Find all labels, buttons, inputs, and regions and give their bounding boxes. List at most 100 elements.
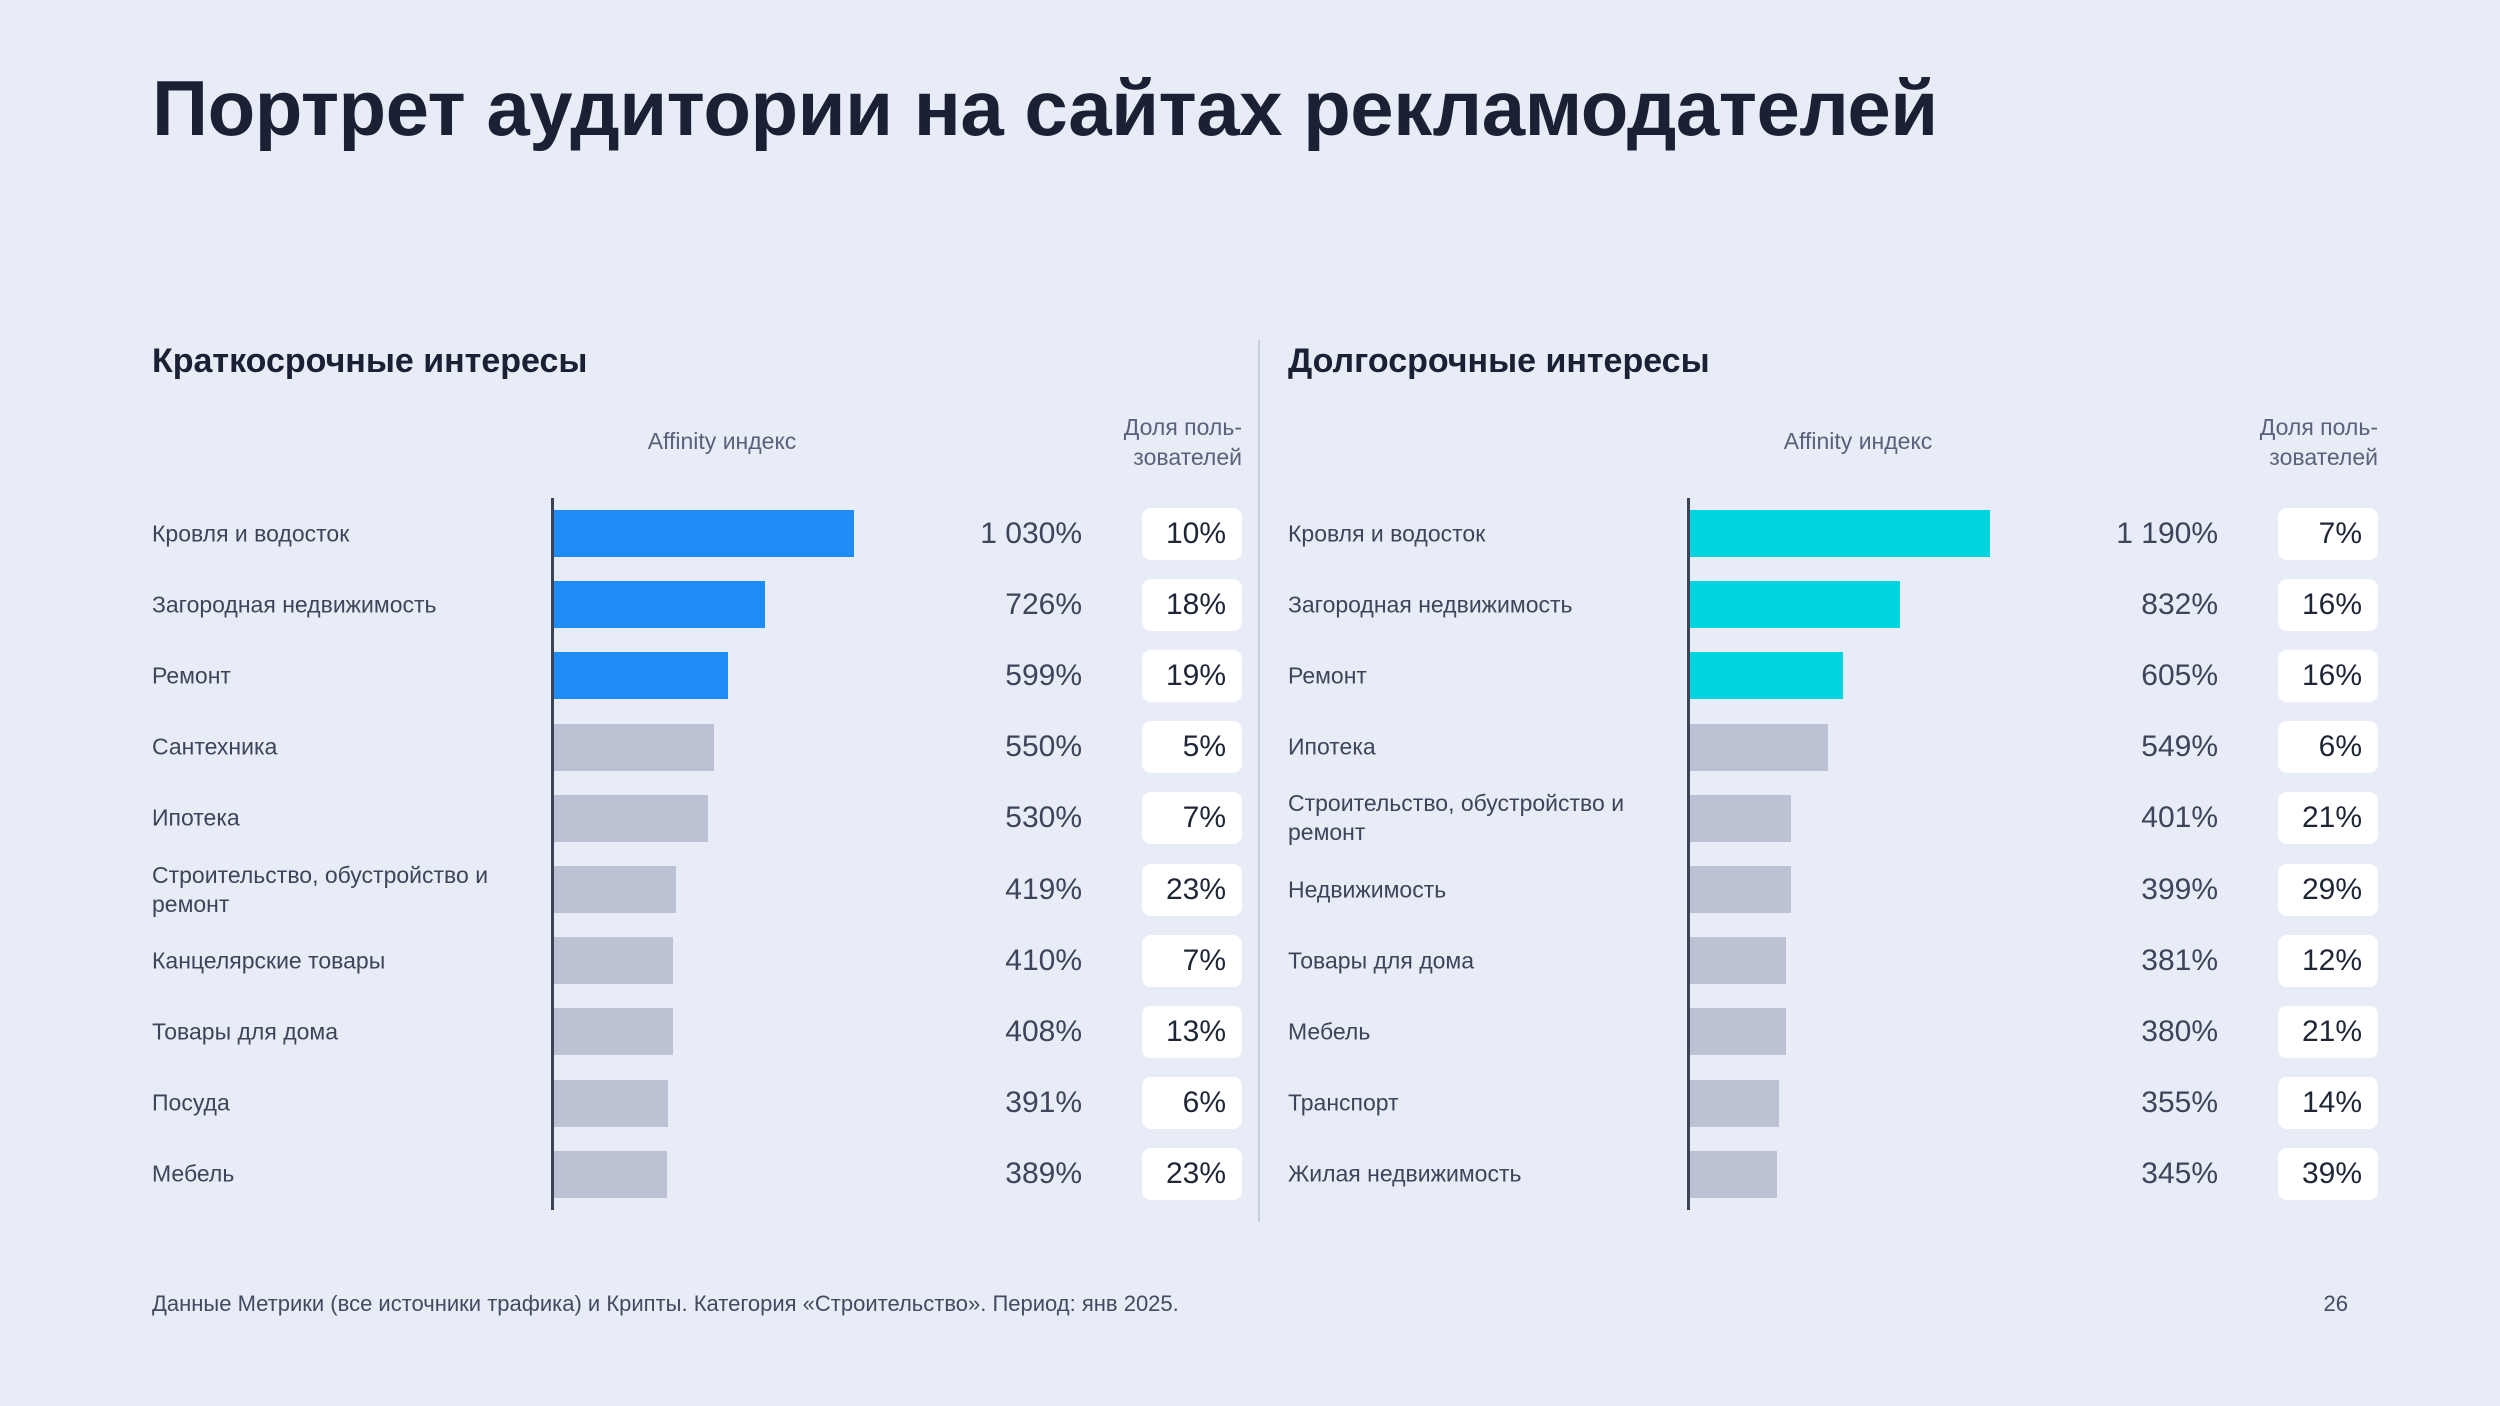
axis-line (551, 498, 554, 570)
row-affinity-value: 380% (2141, 1014, 2218, 1048)
row-category-label: Кровля и водосток (1288, 520, 1486, 547)
bar-track (551, 996, 871, 1068)
bar-track (551, 640, 871, 712)
row-affinity-value: 401% (2141, 801, 2218, 835)
row-affinity-value: 389% (1005, 1157, 1082, 1191)
row-affinity-value: 419% (1005, 872, 1082, 906)
bar-track (1687, 853, 2007, 926)
axis-line (551, 569, 554, 641)
row-share-chip: 19% (1142, 649, 1242, 702)
row-category-label: Недвижимость (1288, 876, 1447, 903)
chart-row: Ипотека 549% 6% (1288, 711, 2378, 783)
row-share-chip: 13% (1142, 1005, 1242, 1058)
bar-track (551, 925, 871, 997)
chart-row: Сантехника 550% 5% (152, 711, 1242, 783)
row-category-label: Канцелярские товары (152, 947, 386, 974)
row-affinity-value: 726% (1005, 587, 1082, 621)
axis-line (551, 782, 554, 854)
chart-row: Кровля и водосток 1 030% 10% (152, 498, 1242, 570)
bar (554, 723, 715, 771)
row-affinity-value: 550% (1005, 730, 1082, 764)
row-category-label: Строительство, обустройство и ремонт (1288, 790, 1625, 846)
row-category-label: Ипотека (152, 804, 240, 831)
row-category-label: Посуда (152, 1089, 230, 1116)
chart-rows-long-term: Кровля и водосток 1 190% 7% Загородная недв… (1288, 498, 2378, 1210)
bar (1690, 581, 1900, 629)
bar (1690, 865, 1791, 913)
row-share-chip: 14% (2278, 1077, 2378, 1130)
axis-line (551, 1138, 554, 1210)
row-affinity-value: 345% (2141, 1157, 2218, 1191)
row-share-chip: 6% (1142, 1077, 1242, 1130)
row-affinity-value: 355% (2141, 1086, 2218, 1120)
column-header-share-left: Доля поль- зователей (1042, 412, 1242, 472)
axis-line (1687, 782, 1690, 854)
bar (554, 510, 854, 557)
row-share-chip: 7% (2278, 507, 2378, 560)
chart-row: Товары для дома 381% 12% (1288, 925, 2378, 997)
row-category-label: Загородная недвижимость (152, 591, 437, 618)
bar-track (551, 1067, 871, 1139)
axis-line (551, 853, 554, 926)
row-category-label: Строительство, обустройство и ремонт (152, 861, 489, 917)
row-affinity-value: 391% (1005, 1086, 1082, 1120)
bar-track (1687, 711, 2007, 783)
bar-track (1687, 925, 2007, 997)
axis-line (1687, 1067, 1690, 1139)
axis-line (1687, 711, 1690, 783)
bar (554, 581, 766, 629)
row-share-chip: 5% (1142, 721, 1242, 774)
row-share-chip: 16% (2278, 649, 2378, 702)
axis-line (1687, 925, 1690, 997)
row-category-label: Ремонт (1288, 662, 1367, 689)
panel-heading-long-term: Долгосрочные интересы (1288, 342, 1710, 380)
chart-row: Загородная недвижимость 726% 18% (152, 569, 1242, 641)
axis-line (1687, 640, 1690, 712)
row-share-chip: 10% (1142, 507, 1242, 560)
bar (1690, 723, 1829, 771)
row-category-label: Товары для дома (1288, 947, 1475, 974)
chart-row: Транспорт 355% 14% (1288, 1067, 2378, 1139)
chart-row: Мебель 389% 23% (152, 1138, 1242, 1210)
row-share-chip: 12% (2278, 934, 2378, 987)
row-category-label: Товары для дома (152, 1018, 339, 1045)
axis-line (551, 996, 554, 1068)
row-affinity-value: 410% (1005, 943, 1082, 977)
chart-row: Жилая недвижимость 345% 39% (1288, 1138, 2378, 1210)
row-share-chip: 23% (1142, 863, 1242, 916)
bar (554, 865, 677, 913)
axis-line (1687, 498, 1690, 570)
bar-track (551, 782, 871, 854)
chart-row: Недвижимость 399% 29% (1288, 853, 2378, 926)
column-header-share-right: Доля поль- зователей (2178, 412, 2378, 472)
panel-heading-short-term: Краткосрочные интересы (152, 342, 588, 380)
bar (1690, 1150, 1777, 1198)
axis-line (551, 1067, 554, 1139)
bar (1690, 794, 1792, 842)
chart-row: Посуда 391% 6% (152, 1067, 1242, 1139)
bar-track (551, 711, 871, 783)
chart-row: Строительство, обустройство и ремонт 401%… (1288, 782, 2378, 854)
row-share-chip: 21% (2278, 1005, 2378, 1058)
column-header-affinity-right: Affinity индекс (1783, 428, 1933, 454)
column-header-share-line1: Доля поль- (1123, 414, 1242, 440)
column-header-share-line1: Доля поль- (2259, 414, 2378, 440)
chart-rows-short-term: Кровля и водосток 1 030% 10% Загородная нед… (152, 498, 1242, 1210)
bar (554, 1079, 668, 1127)
axis-line (1687, 996, 1690, 1068)
bar (554, 1008, 673, 1056)
axis-line (1687, 1138, 1690, 1210)
column-header-affinity-left: Affinity индекс (647, 428, 797, 454)
chart-row: Строительство, обустройство и ремонт 419%… (152, 853, 1242, 926)
row-category-label: Загородная недвижимость (1288, 591, 1573, 618)
bar (1690, 510, 1990, 557)
row-category-label: Мебель (1288, 1018, 1371, 1045)
panel-divider (1258, 340, 1260, 1222)
bar-track (1687, 1067, 2007, 1139)
chart-row: Товары для дома 408% 13% (152, 996, 1242, 1068)
bar (554, 652, 729, 700)
row-share-chip: 23% (1142, 1148, 1242, 1201)
row-category-label: Сантехника (152, 733, 278, 760)
axis-line (1687, 853, 1690, 926)
